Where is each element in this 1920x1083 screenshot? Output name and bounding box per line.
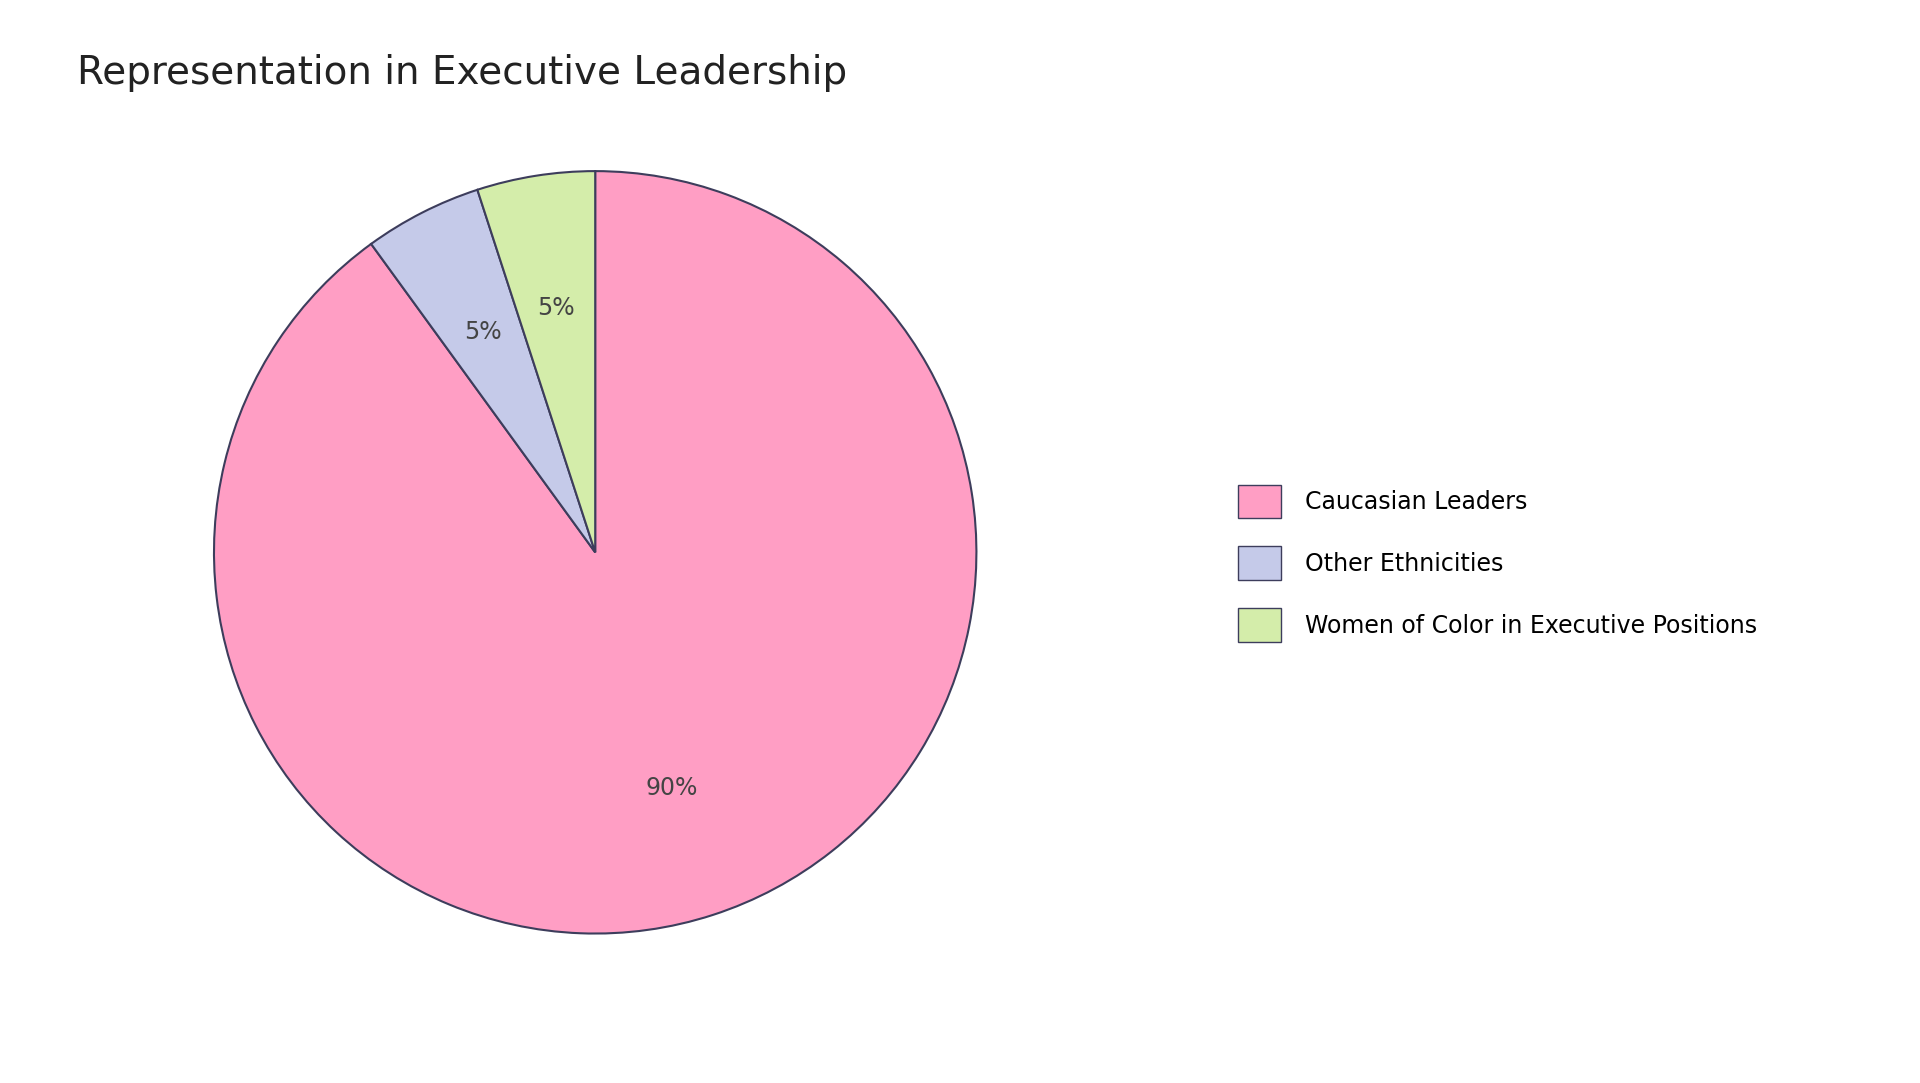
Wedge shape — [478, 171, 595, 552]
Wedge shape — [371, 190, 595, 552]
Text: 5%: 5% — [465, 319, 501, 343]
Text: 5%: 5% — [538, 296, 576, 319]
Wedge shape — [213, 171, 977, 934]
Text: Representation in Executive Leadership: Representation in Executive Leadership — [77, 54, 847, 92]
Legend: Caucasian Leaders, Other Ethnicities, Women of Color in Executive Positions: Caucasian Leaders, Other Ethnicities, Wo… — [1229, 475, 1766, 651]
Text: 90%: 90% — [645, 777, 699, 800]
